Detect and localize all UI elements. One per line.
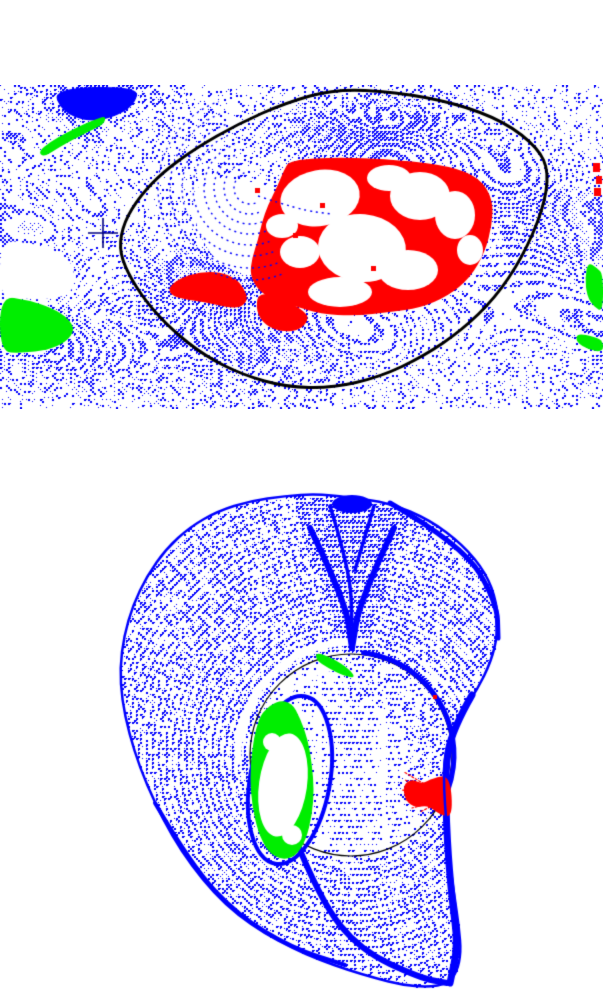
map-panel-canvas [0,85,603,409]
shell-panel-canvas [0,476,603,993]
